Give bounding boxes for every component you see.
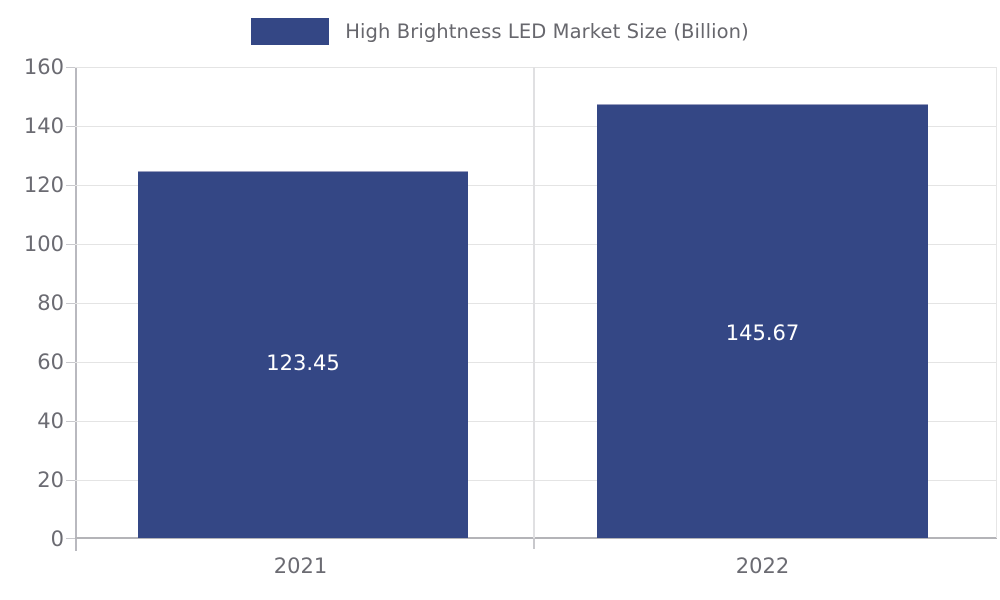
y-tick-label-40: 40 <box>37 409 64 433</box>
gridline-60 <box>75 362 997 363</box>
gridline-40 <box>75 421 997 422</box>
gridline-20 <box>75 480 997 481</box>
gridline-100 <box>75 244 997 245</box>
gridline-140 <box>75 126 997 127</box>
legend-label: High Brightness LED Market Size (Billion… <box>345 19 749 43</box>
bar-2022[interactable]: 145.67 <box>597 104 928 538</box>
x-tick-label-2022: 2022 <box>735 554 790 578</box>
y-axis-spine <box>75 67 77 551</box>
y-tick-label-120: 120 <box>23 173 64 197</box>
y-tick-mark-160 <box>66 67 76 68</box>
plot-area: 123.45 145.67 <box>75 67 997 549</box>
y-tick-mark-20 <box>66 480 76 481</box>
y-tick-label-140: 140 <box>23 114 64 138</box>
y-tick-label-20: 20 <box>37 468 64 492</box>
plot-right-border <box>996 67 997 538</box>
y-tick-label-60: 60 <box>37 350 64 374</box>
y-tick-mark-40 <box>66 421 76 422</box>
y-tick-mark-140 <box>66 126 76 127</box>
bar-value-label-2021: 123.45 <box>266 351 340 375</box>
category-divider-gridline <box>533 67 535 538</box>
bar-2021[interactable]: 123.45 <box>138 171 468 538</box>
y-axis-labels: 160 140 120 100 80 60 40 20 0 <box>0 0 64 600</box>
y-tick-label-100: 100 <box>23 232 64 256</box>
gridline-80 <box>75 303 997 304</box>
legend-swatch-icon <box>251 17 330 45</box>
category-divider-tick <box>533 538 535 549</box>
y-tick-mark-0 <box>66 538 76 539</box>
x-axis-baseline <box>75 537 997 539</box>
y-tick-label-0: 0 <box>50 527 64 551</box>
x-tick-label-2021: 2021 <box>273 554 328 578</box>
gridline-160 <box>75 67 997 68</box>
y-tick-mark-100 <box>66 244 76 245</box>
y-tick-mark-60 <box>66 362 76 363</box>
y-tick-label-80: 80 <box>37 291 64 315</box>
y-tick-mark-120 <box>66 185 76 186</box>
chart-legend: High Brightness LED Market Size (Billion… <box>0 12 1000 50</box>
y-tick-mark-80 <box>66 303 76 304</box>
bar-value-label-2022: 145.67 <box>725 321 800 345</box>
gridline-120 <box>75 185 997 186</box>
y-tick-label-160: 160 <box>23 55 64 79</box>
